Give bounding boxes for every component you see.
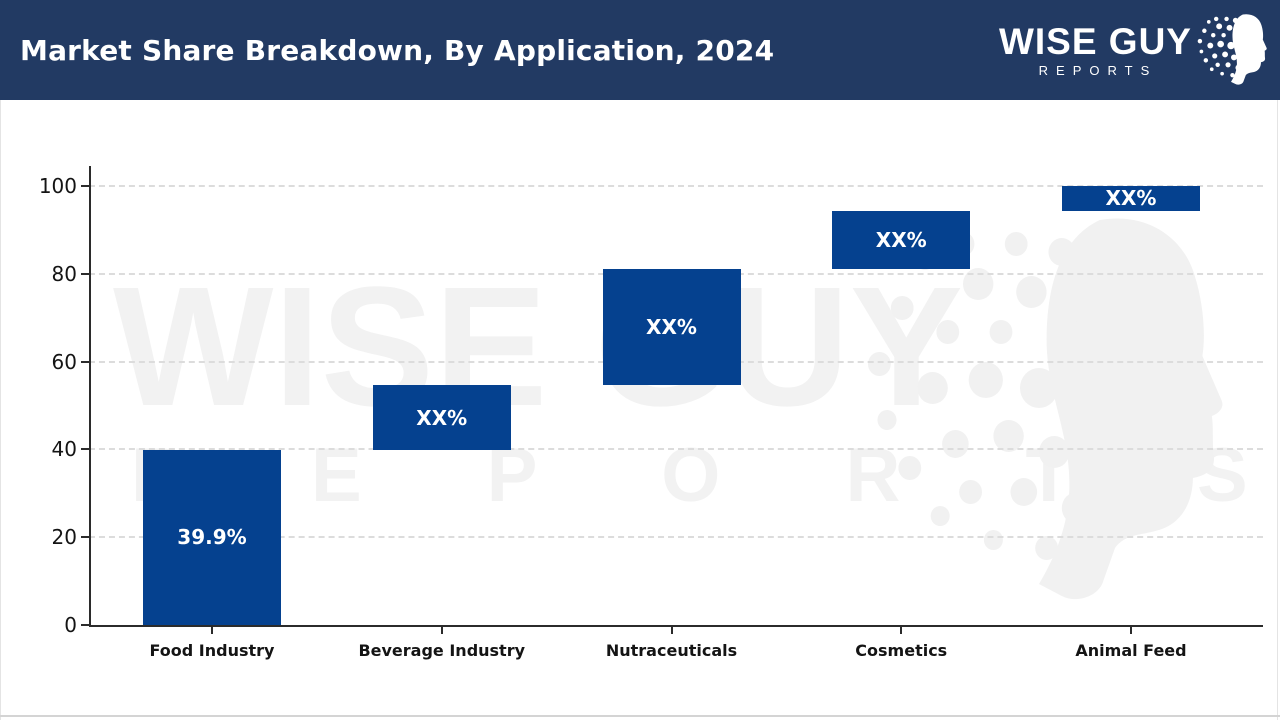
x-tick-mark-0 [211,626,213,634]
y-tick-label-20: 20 [51,525,77,550]
logo-wise-guy-label: WISE GUY [998,20,1192,62]
y-tick-mark-80 [81,272,89,275]
chart-area: WISE GUY R E P O R T S 0 20 40 60 80 100 39.9%… [0,100,1278,720]
wise-guy-logo: WISE GUY REPORTS [999,5,1268,95]
y-tick-label-40: 40 [51,437,77,462]
x-tick-mark-2 [670,626,673,634]
bar-beverage-industry: XX% [372,385,511,450]
y-tick-label-0: 0 [64,613,77,637]
category-label-2: Nutraceuticals [605,641,738,660]
wise-guy-logo-text: WISE GUY REPORTS [999,23,1192,78]
watermark-wise-guy-text: WISE GUY [113,252,964,442]
wise-guy-face-icon [1197,14,1267,85]
y-axis-line [89,166,91,627]
y-tick-mark-40 [81,448,89,451]
bar-value-label: XX% [646,315,697,340]
page-title: Market Share Breakdown, By Application, … [20,33,775,67]
category-label-3: Cosmetics [855,641,948,660]
category-label-4: Animal Feed [1075,641,1187,660]
bar-cosmetics: XX% [832,210,971,269]
header: Market Share Breakdown, By Application, … [0,0,1280,100]
category-label-0: Food Industry [149,641,275,660]
gridline-40 [89,448,1263,451]
gridline-20 [89,536,1263,539]
x-tick-mark-4 [1130,626,1132,634]
y-tick-mark-0 [81,624,89,626]
x-tick-mark-1 [440,626,443,634]
y-tick-label-100: 100 [38,174,77,198]
logo-reports-label: REPORTS [1038,62,1158,78]
y-tick-mark-60 [81,360,89,363]
bar-value-label: 39.9% [177,525,247,550]
y-tick-label-60: 60 [51,349,77,374]
x-axis-line [89,625,1263,627]
bar-food-industry: 39.9% [143,449,281,625]
bar-value-label: XX% [1105,186,1157,211]
x-tick-mark-3 [900,626,903,634]
bar-value-label: XX% [416,405,468,430]
y-tick-mark-20 [81,536,89,539]
bar-value-label: XX% [875,227,927,252]
category-label-1: Beverage Industry [358,641,526,660]
bar-nutraceuticals: XX% [602,268,741,386]
y-tick-label-80: 80 [51,261,77,286]
gridline-100 [89,185,1263,187]
bar-animal-feed: XX% [1062,186,1200,211]
y-tick-mark-100 [81,185,89,187]
